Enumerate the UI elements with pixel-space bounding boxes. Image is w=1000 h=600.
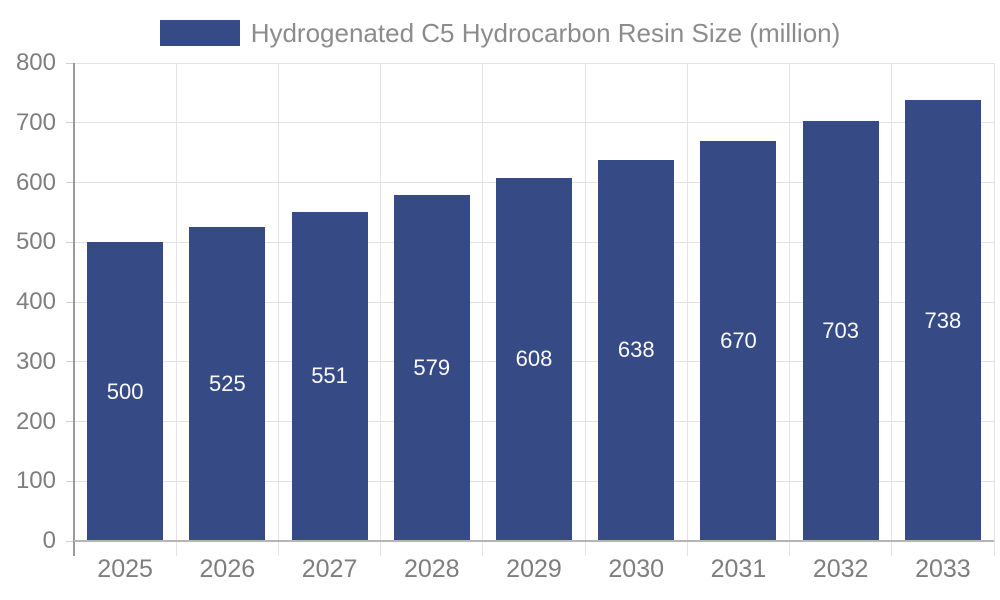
bar-value-label-2033: 738: [924, 307, 962, 333]
legend-label: Hydrogenated C5 Hydrocarbon Resin Size (…: [250, 18, 841, 48]
bar-2031[interactable]: [700, 140, 777, 541]
y-axis-tick-400: [66, 301, 74, 303]
x-tick-label-2029: 2029: [506, 555, 562, 583]
bar-value-label-2031: 670: [720, 327, 757, 353]
y-axis-tick-300: [66, 361, 74, 363]
x-tick-label-2031: 2031: [710, 555, 767, 583]
gridline-v-6: [686, 63, 688, 556]
y-axis-tick-700: [66, 122, 74, 124]
bar-value-label-2027: 551: [311, 363, 348, 389]
bar-value-label-2025: 500: [106, 378, 144, 404]
y-axis-tick-800: [66, 62, 74, 64]
x-axis-line: [74, 540, 994, 542]
y-tick-label-700: 700: [15, 108, 56, 136]
bar-2026[interactable]: [189, 227, 266, 541]
gridline-v-7: [789, 63, 791, 556]
y-axis-line: [73, 63, 75, 556]
x-tick-label-2030: 2030: [608, 555, 665, 583]
gridline-v-1: [175, 63, 177, 556]
gridline-v-5: [584, 63, 586, 556]
y-tick-label-800: 800: [15, 49, 56, 76]
gridline-h-700: [74, 122, 994, 124]
y-tick-label-400: 400: [15, 288, 56, 315]
y-tick-label-200: 200: [15, 407, 56, 435]
x-tick-label-2025: 2025: [97, 555, 153, 583]
y-axis-tick-100: [66, 480, 74, 482]
bar-value-label-2029: 608: [515, 346, 553, 372]
x-tick-label-2026: 2026: [199, 555, 256, 583]
chart-legend[interactable]: Hydrogenated C5 Hydrocarbon Resin Size (…: [0, 18, 1000, 48]
bar-2030[interactable]: [598, 159, 675, 541]
bar-value-label-2026: 525: [208, 371, 246, 397]
x-tick-label-2032: 2032: [812, 555, 869, 583]
y-tick-label-0: 0: [42, 527, 56, 554]
bar-2032[interactable]: [802, 120, 879, 541]
gridline-h-800: [74, 62, 994, 64]
y-axis-tick-200: [66, 421, 74, 422]
bar-2029[interactable]: [496, 177, 572, 541]
legend-swatch[interactable]: [159, 20, 240, 46]
y-tick-label-100: 100: [15, 467, 56, 495]
y-axis-tick-600: [66, 182, 74, 183]
y-tick-label-300: 300: [15, 347, 56, 375]
bar-value-label-2030: 638: [617, 337, 655, 363]
y-tick-label-600: 600: [15, 168, 56, 196]
gridline-v-9: [993, 63, 995, 556]
x-tick-label-2027: 2027: [301, 555, 358, 583]
bar-2033[interactable]: [904, 100, 981, 541]
x-tick-label-2028: 2028: [403, 555, 460, 583]
gridline-v-8: [891, 63, 893, 556]
y-tick-label-500: 500: [15, 228, 56, 256]
gridline-v-4: [482, 63, 484, 556]
gridline-v-2: [277, 63, 279, 556]
x-tick-label-2033: 2033: [915, 555, 971, 583]
gridline-v-3: [380, 63, 382, 556]
bar-value-label-2032: 703: [822, 317, 860, 343]
bar-value-label-2028: 579: [413, 355, 451, 381]
bar-2028[interactable]: [393, 195, 470, 541]
bar-2027[interactable]: [291, 211, 368, 541]
bar-2025[interactable]: [87, 242, 164, 541]
y-axis-tick-0: [66, 540, 74, 542]
y-axis-tick-500: [66, 241, 74, 243]
